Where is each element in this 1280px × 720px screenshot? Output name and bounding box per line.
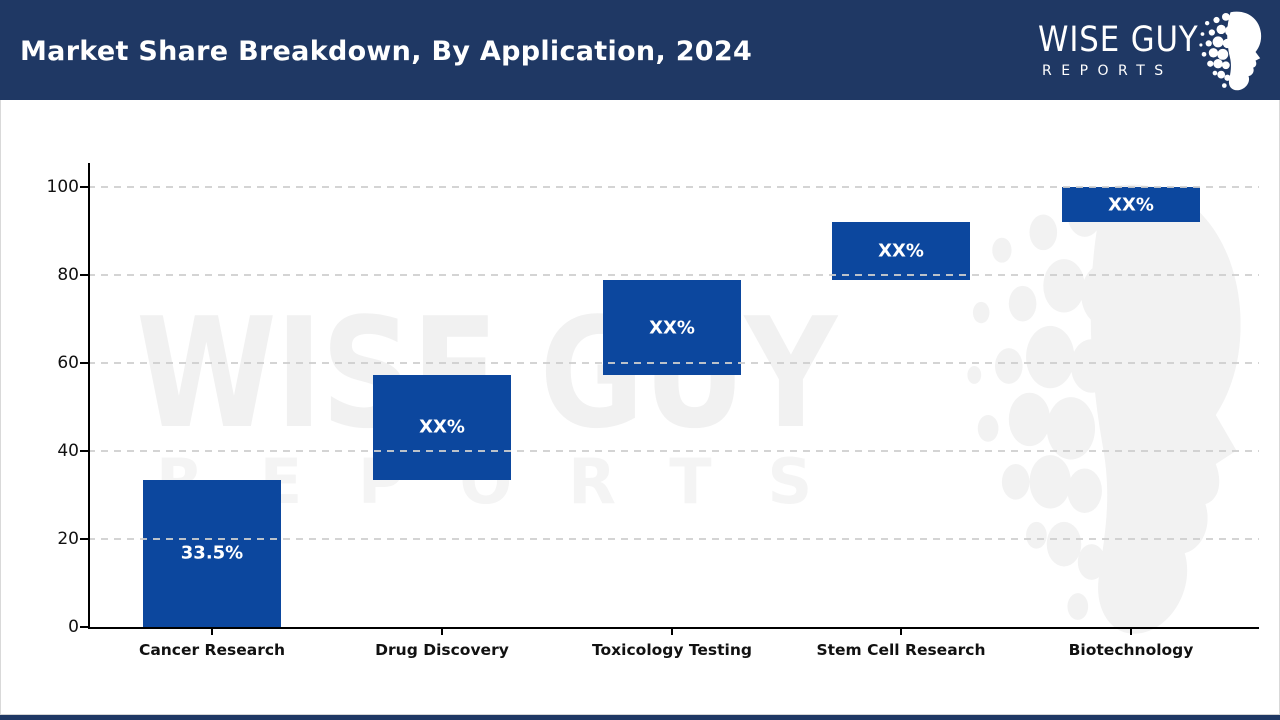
bar-biotechnology	[1062, 187, 1200, 223]
y-tick-mark	[80, 186, 88, 188]
x-category-label: Stem Cell Research	[816, 641, 986, 659]
x-tick-mark	[900, 629, 902, 635]
y-tick-mark	[80, 450, 88, 452]
x-category-label: Toxicology Testing	[592, 641, 752, 659]
logo-subtitle: REPORTS	[1042, 63, 1173, 79]
wise-guy-logo: WISE GUY REPORTS	[1010, 4, 1270, 96]
header-bar: Market Share Breakdown, By Application, …	[0, 0, 1280, 100]
gridline-100	[88, 186, 1259, 188]
bar-cancer-research	[143, 479, 281, 627]
y-tick-label-40: 40	[57, 441, 79, 461]
bar-value-label: XX%	[878, 240, 924, 262]
bar-drug-discovery	[373, 375, 511, 480]
x-tick-mark	[671, 629, 673, 635]
x-category-label: Drug Discovery	[375, 641, 509, 659]
bar-toxicology-testing	[603, 280, 741, 376]
footer-divider	[0, 714, 1280, 715]
gridline-40	[88, 450, 1259, 452]
y-axis-line	[88, 163, 90, 629]
logo-text: WISE GUY REPORTS	[1038, 20, 1221, 79]
y-tick-mark	[80, 626, 88, 628]
logo-head-icon	[1190, 9, 1268, 95]
chart-canvas: WISE GUY REPORTS 33.5% XX% XX% XX% XX% 0 20 40 6…	[0, 100, 1280, 714]
x-category-label: Cancer Research	[138, 641, 286, 659]
x-category-label: Biotechnology	[1068, 641, 1194, 659]
y-tick-label-20: 20	[57, 529, 79, 549]
x-tick-mark	[1130, 629, 1132, 635]
y-tick-label-0: 0	[68, 617, 79, 637]
x-tick-mark	[211, 629, 213, 635]
bar-value-label: XX%	[1108, 194, 1154, 216]
bar-value-label: XX%	[419, 416, 465, 438]
page-title: Market Share Breakdown, By Application, …	[20, 36, 753, 67]
y-tick-label-80: 80	[57, 265, 79, 285]
logo-wordmark: WISE GUY	[1038, 20, 1199, 60]
gridline-80	[88, 274, 1259, 276]
bar-value-label: 33.5%	[180, 542, 244, 564]
x-axis-line	[88, 627, 1259, 629]
gridline-60	[88, 362, 1259, 364]
watermark-head-icon	[926, 170, 1271, 660]
y-tick-label-60: 60	[57, 353, 79, 373]
bar-stem-cell-research	[832, 222, 970, 281]
y-tick-mark	[80, 538, 88, 540]
y-tick-mark	[80, 362, 88, 364]
bar-value-label: XX%	[649, 317, 695, 339]
footer-bar	[0, 715, 1280, 720]
y-tick-label-100: 100	[46, 177, 79, 197]
x-tick-mark	[441, 629, 443, 635]
gridline-20	[88, 538, 1259, 540]
y-tick-mark	[80, 274, 88, 276]
